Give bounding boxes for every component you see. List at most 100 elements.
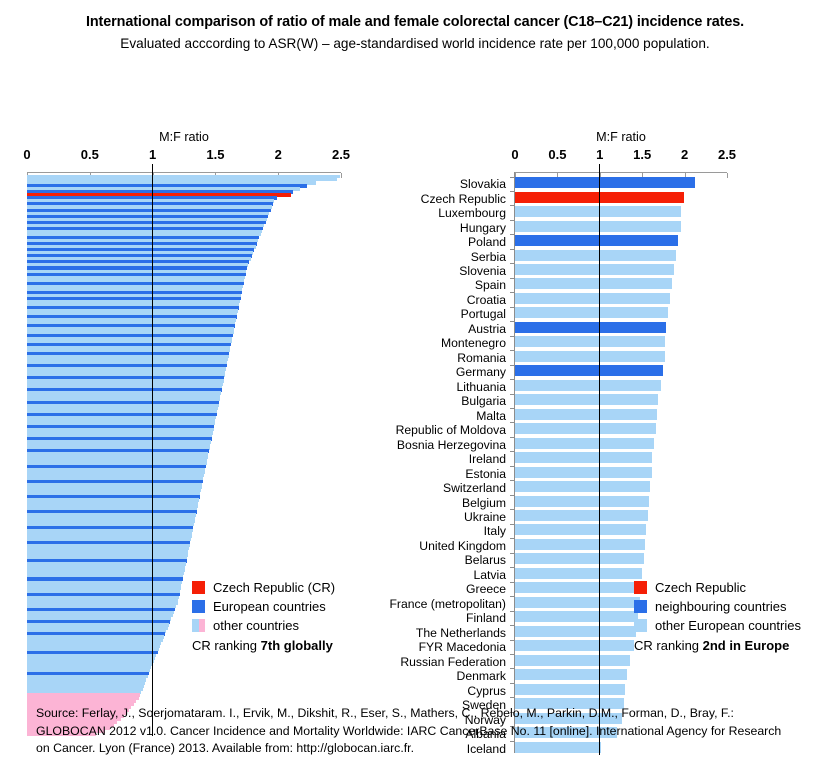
global-bar xyxy=(27,574,184,578)
global-bar xyxy=(27,495,200,499)
global-bar xyxy=(27,312,238,316)
global-bar xyxy=(27,473,205,478)
country-axis-tick xyxy=(510,321,514,323)
country-axis-tick xyxy=(510,625,514,627)
other-countries-swatch xyxy=(192,619,205,632)
global-bar xyxy=(27,589,181,594)
global-bar xyxy=(27,175,340,179)
global-bar xyxy=(27,342,232,347)
global-bar xyxy=(27,443,211,447)
country-axis-tick xyxy=(510,408,514,410)
europe-bar xyxy=(515,596,640,608)
country-axis-tick xyxy=(510,292,514,294)
global-bar xyxy=(27,263,249,267)
global-bar xyxy=(27,281,244,286)
left-axis-tick xyxy=(341,173,342,178)
left-tick-label: 1.5 xyxy=(206,147,225,162)
global-bar xyxy=(27,726,110,731)
country-label: Slovenia xyxy=(459,264,506,279)
global-bar xyxy=(27,623,169,627)
europe-bar xyxy=(515,177,695,189)
country-axis-tick xyxy=(510,480,514,482)
right-tick-label: 1 xyxy=(596,147,604,162)
global-bar xyxy=(27,470,205,475)
europe-bar xyxy=(515,220,682,232)
global-bar xyxy=(27,348,230,353)
country-axis-tick xyxy=(510,523,514,525)
global-bar xyxy=(27,705,132,709)
right-tick-label: 0 xyxy=(511,147,519,162)
country-axis-tick xyxy=(510,350,514,352)
global-bar xyxy=(27,290,242,295)
global-bar xyxy=(27,223,265,228)
global-bar xyxy=(27,601,178,606)
cr-ranking-global: CR ranking 7th globally xyxy=(192,638,335,653)
global-bar xyxy=(27,327,235,331)
legend-label: Czech Republic xyxy=(655,580,747,595)
global-bar xyxy=(27,284,244,289)
legend-row: Czech Republic xyxy=(634,578,801,597)
europe-bar xyxy=(515,350,666,362)
europe-bar xyxy=(515,321,666,333)
europe-bar xyxy=(515,264,674,276)
global-bar xyxy=(27,553,188,557)
global-bar xyxy=(27,650,158,655)
global-bar xyxy=(27,455,208,459)
global-bar xyxy=(27,205,272,209)
legend-label: European countries xyxy=(213,599,326,614)
right-tick-label: 2.5 xyxy=(717,147,737,162)
right-tick-label: 1.5 xyxy=(633,147,652,162)
global-bar xyxy=(27,287,243,292)
cr-ranking-prefix: CR ranking xyxy=(192,638,261,653)
global-bar xyxy=(27,385,223,389)
country-label: Russian Federation xyxy=(400,654,506,669)
cr-ranking-prefix: CR ranking xyxy=(634,638,703,653)
country-axis-tick xyxy=(510,740,514,742)
europe-chart-plot xyxy=(420,176,830,759)
right-axis-tick xyxy=(642,173,644,178)
global-bar xyxy=(27,360,228,365)
global-bar xyxy=(27,671,149,676)
country-axis-tick xyxy=(510,176,514,178)
global-bar xyxy=(27,391,222,395)
country-label: Italy xyxy=(483,524,506,539)
global-bar xyxy=(27,714,124,719)
global-bar xyxy=(27,476,204,481)
page-subtitle: Evaluated acccording to ASR(W) – age-sta… xyxy=(120,36,710,51)
global-bar xyxy=(27,592,180,597)
europe-bar xyxy=(515,495,649,507)
left-tick-label: 2 xyxy=(274,147,282,162)
country-label: Spain xyxy=(474,278,506,293)
country-label: Hungary xyxy=(459,220,506,235)
country-label: Croatia xyxy=(466,292,506,307)
global-bar xyxy=(27,397,220,401)
global-bar xyxy=(27,190,294,194)
country-label: Finland xyxy=(466,611,506,626)
global-bar xyxy=(27,364,227,368)
global-bar xyxy=(27,357,228,362)
global-bar xyxy=(27,540,191,545)
global-bar xyxy=(27,586,181,591)
legend-row: Czech Republic (CR) xyxy=(192,578,335,597)
global-bar xyxy=(27,446,210,450)
country-label: United Kingdom xyxy=(419,538,506,553)
global-bar xyxy=(27,318,237,322)
country-axis-tick xyxy=(510,711,514,713)
europe-bar xyxy=(515,654,631,666)
country-label: Poland xyxy=(468,235,506,250)
global-bar xyxy=(27,306,239,310)
global-bar xyxy=(27,254,252,258)
country-axis-tick xyxy=(510,306,514,308)
country-axis-tick xyxy=(510,494,514,496)
country-axis-tick xyxy=(510,726,514,728)
global-bar xyxy=(27,214,269,219)
legend-label: Czech Republic (CR) xyxy=(213,580,336,595)
country-label: Ireland xyxy=(468,452,506,467)
left-x-axis-line xyxy=(27,172,341,173)
cr-ranking-value: 7th globally xyxy=(260,638,333,653)
country-label: The Netherlands xyxy=(415,625,506,640)
europe-bar xyxy=(515,727,617,739)
europe-bar xyxy=(515,437,655,449)
global-bar xyxy=(27,400,220,405)
global-bar xyxy=(27,668,151,673)
